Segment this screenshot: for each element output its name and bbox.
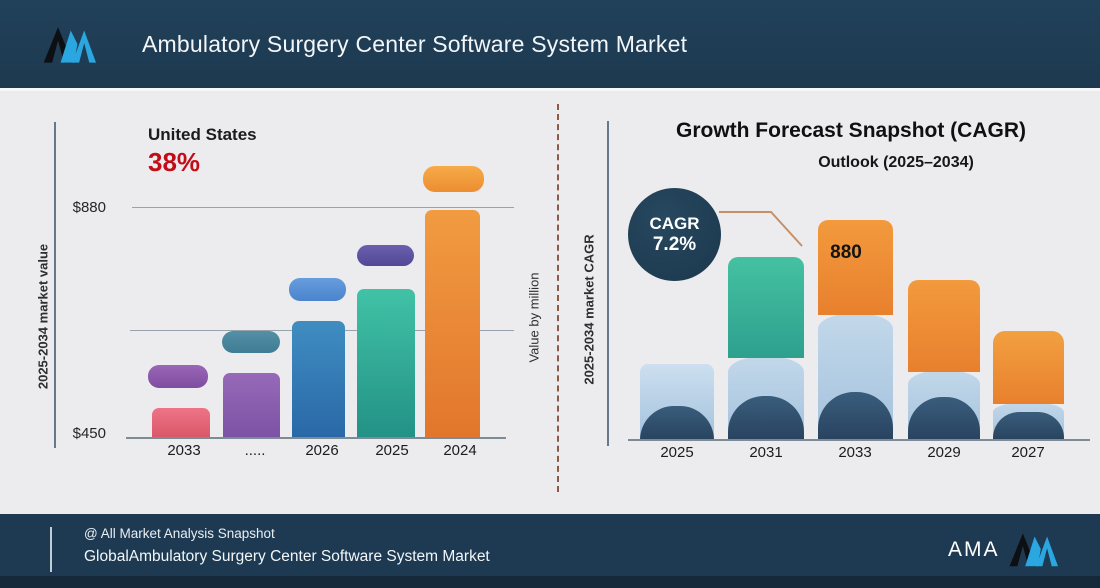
left-y-axis-line	[54, 122, 56, 448]
left-y-axis-label: 2025-2034 market value	[35, 243, 51, 390]
ama-logo-icon	[43, 27, 96, 63]
right-y-axis-line	[607, 121, 609, 446]
bar-value-annotation: 880	[830, 242, 862, 263]
right-xlabel-2027: 2027	[1011, 444, 1045, 461]
bar-2027-top	[993, 331, 1064, 404]
footer-ama-logo-icon	[1009, 533, 1058, 567]
left-xlabel-2025: 2025	[375, 442, 409, 459]
left-xlabel-2026: 2026	[305, 442, 339, 459]
left-bar-2026	[292, 321, 345, 438]
right-xlabel-2031: 2031	[749, 444, 783, 461]
bar-2029-top	[908, 280, 980, 372]
bar-2027-base	[993, 412, 1064, 440]
left-float-2033	[148, 365, 208, 388]
header-bar: Ambulatory Surgery Center Software Syste…	[0, 0, 1100, 88]
left-xlabel-2024: 2024	[443, 442, 477, 459]
right-xlabel-2025: 2025	[660, 444, 694, 461]
right-xlabel-2033: 2033	[838, 444, 872, 461]
right-xlabel-2029: 2029	[927, 444, 961, 461]
right-y-axis-label: 2025-2034 market CAGR	[581, 234, 597, 385]
left-xlabel-dots: .....	[244, 442, 266, 459]
bar-2033-base	[818, 392, 893, 440]
cagr-badge: CAGR 7.2%	[628, 188, 721, 281]
left-bar-2033	[152, 408, 210, 438]
cagr-badge-label: CAGR	[649, 213, 700, 233]
footer-divider-line	[50, 527, 52, 572]
left-xlabel-2033: 2033	[167, 442, 201, 459]
right-chart-subtitle: Outlook (2025–2034)	[818, 154, 974, 171]
left-float-dots	[222, 331, 280, 353]
value-by-million-label: Value by million	[526, 272, 542, 363]
footer-subtitle: GlobalAmbulatory Surgery Center Software…	[84, 548, 490, 565]
left-gridline-880	[132, 207, 514, 208]
left-float-2024	[423, 166, 484, 192]
left-chart-title: United States	[148, 125, 257, 144]
left-bar-2024	[425, 210, 480, 438]
left-float-2025	[357, 245, 414, 266]
right-chart-title: Growth Forecast Snapshot (CAGR)	[675, 119, 1027, 142]
left-tick-880: $880	[72, 199, 106, 216]
left-bar-2025	[357, 289, 415, 438]
footer-edge	[0, 576, 1100, 588]
right-x-axis-line	[628, 439, 1090, 441]
page-title: Ambulatory Surgery Center Software Syste…	[142, 30, 688, 57]
bar-2033-top	[818, 220, 893, 315]
left-bar-dots	[223, 373, 280, 438]
left-float-2026	[289, 278, 346, 301]
footer-note: @ All Market Analysis Snapshot	[84, 526, 275, 541]
bar-2029-base	[908, 397, 980, 440]
left-tick-450: $450	[72, 425, 106, 442]
left-chart-highlight: 38%	[148, 147, 201, 177]
cagr-badge-value: 7.2%	[652, 233, 697, 255]
footer-bar	[0, 514, 1100, 588]
footer-brand-text: AMA	[948, 538, 1000, 561]
bar-2031-top	[728, 257, 804, 358]
panel-separator-line	[557, 104, 559, 492]
left-x-axis-line	[126, 437, 506, 439]
